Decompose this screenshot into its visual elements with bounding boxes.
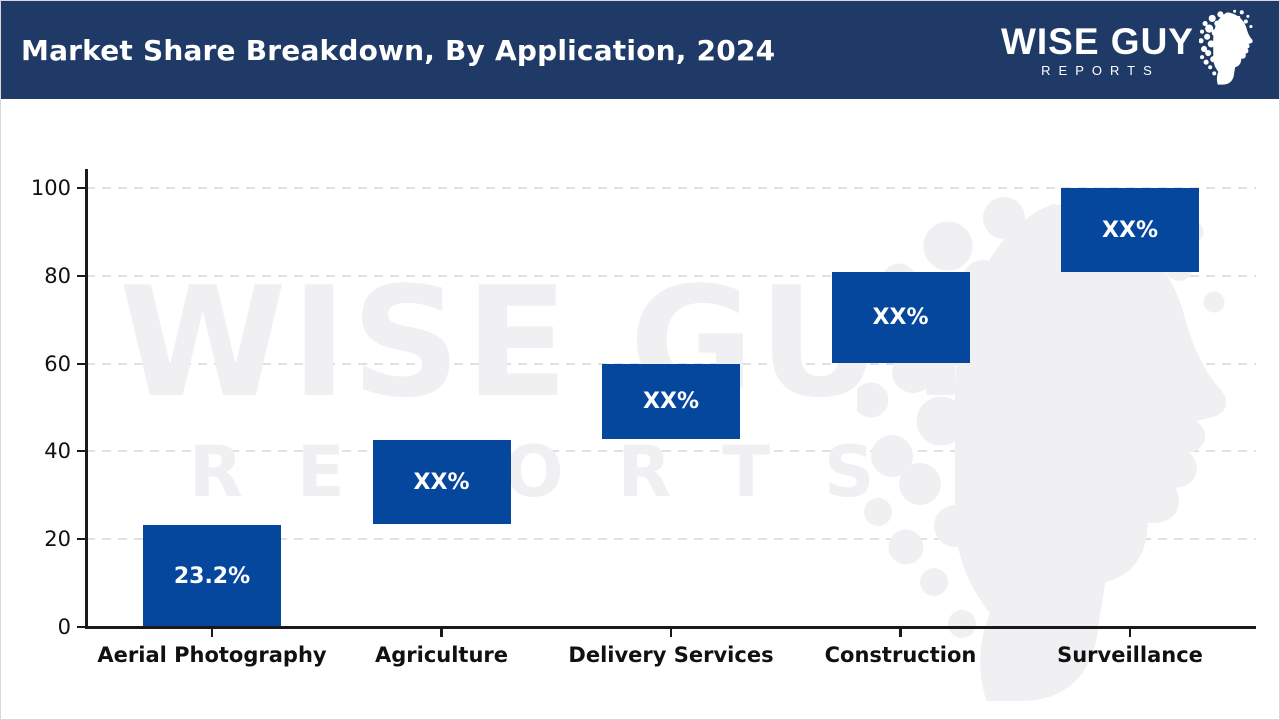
- bar-value-label: XX%: [413, 469, 470, 495]
- category-label: Agriculture: [374, 643, 509, 667]
- y-tick-label: 100: [30, 176, 71, 200]
- bar-agriculture: XX%: [372, 440, 511, 525]
- y-tick-label: 80: [44, 263, 71, 288]
- y-tick-label: 0: [57, 615, 71, 639]
- y-tick-mark: [77, 450, 86, 453]
- x-tick-mark: [210, 628, 214, 637]
- bar-construction: XX%: [831, 271, 970, 363]
- category-label: Surveillance: [1057, 643, 1203, 667]
- category-label: Delivery Services: [568, 643, 774, 667]
- watermark-subtitle: REPORTS: [189, 431, 929, 513]
- x-tick-mark: [1128, 628, 1132, 637]
- logo-head-profile-icon: [1199, 9, 1253, 85]
- x-tick-mark: [669, 628, 673, 637]
- bar-value-label: 23.2%: [173, 563, 251, 589]
- gridline-20: [86, 538, 1256, 541]
- chart-title: Market Share Breakdown, By Application, …: [21, 33, 776, 67]
- gridline-80: [86, 274, 1256, 277]
- y-tick-mark: [77, 626, 86, 628]
- category-label: Aerial Photography: [97, 643, 327, 667]
- bar-aerial-photography: 23.2%: [143, 525, 281, 627]
- y-tick-mark: [77, 362, 86, 365]
- x-tick-mark: [440, 628, 443, 637]
- category-label: Construction: [824, 643, 977, 667]
- bar-value-label: XX%: [872, 304, 929, 330]
- logo-wordmark: WISE GUY: [1000, 21, 1194, 62]
- header-bar: Market Share Breakdown, By Application, …: [1, 1, 1279, 99]
- wiseguy-logo: WISE GUY REPORTS: [1001, 9, 1255, 91]
- gridline-100: [86, 187, 1256, 189]
- bar-value-label: XX%: [643, 389, 699, 415]
- bar-delivery-services: XX%: [602, 364, 740, 440]
- bar-surveillance: XX%: [1061, 188, 1199, 273]
- gridline-60: [86, 362, 1256, 365]
- x-axis-line: [85, 625, 1256, 629]
- y-tick-label: 60: [44, 351, 71, 376]
- bar-value-label: XX%: [1102, 217, 1158, 243]
- gridline-40: [86, 450, 1256, 453]
- x-tick-mark: [899, 628, 902, 637]
- y-tick-mark: [77, 538, 86, 541]
- y-tick-mark: [77, 274, 86, 277]
- y-tick-label: 40: [44, 439, 71, 464]
- logo-text: WISE GUY REPORTS: [1001, 23, 1194, 77]
- y-tick-label: 20: [44, 527, 71, 552]
- y-axis-line: [85, 169, 88, 629]
- logo-subtitle: REPORTS: [1041, 63, 1160, 78]
- y-tick-mark: [77, 187, 86, 189]
